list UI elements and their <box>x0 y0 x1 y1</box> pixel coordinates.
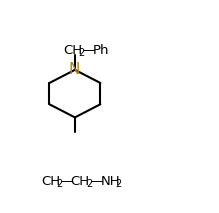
Text: 2: 2 <box>79 48 85 58</box>
Text: —: — <box>60 175 73 188</box>
Text: Ph: Ph <box>93 44 109 57</box>
Text: 2: 2 <box>86 179 92 189</box>
Text: CH: CH <box>41 175 60 188</box>
Text: CH: CH <box>63 44 82 57</box>
Text: CH: CH <box>71 175 90 188</box>
Text: NH: NH <box>100 175 120 188</box>
Text: 2: 2 <box>116 179 122 189</box>
Text: 2: 2 <box>57 179 63 189</box>
Text: —: — <box>83 44 95 57</box>
Text: —: — <box>90 175 103 188</box>
Text: N: N <box>68 62 80 76</box>
